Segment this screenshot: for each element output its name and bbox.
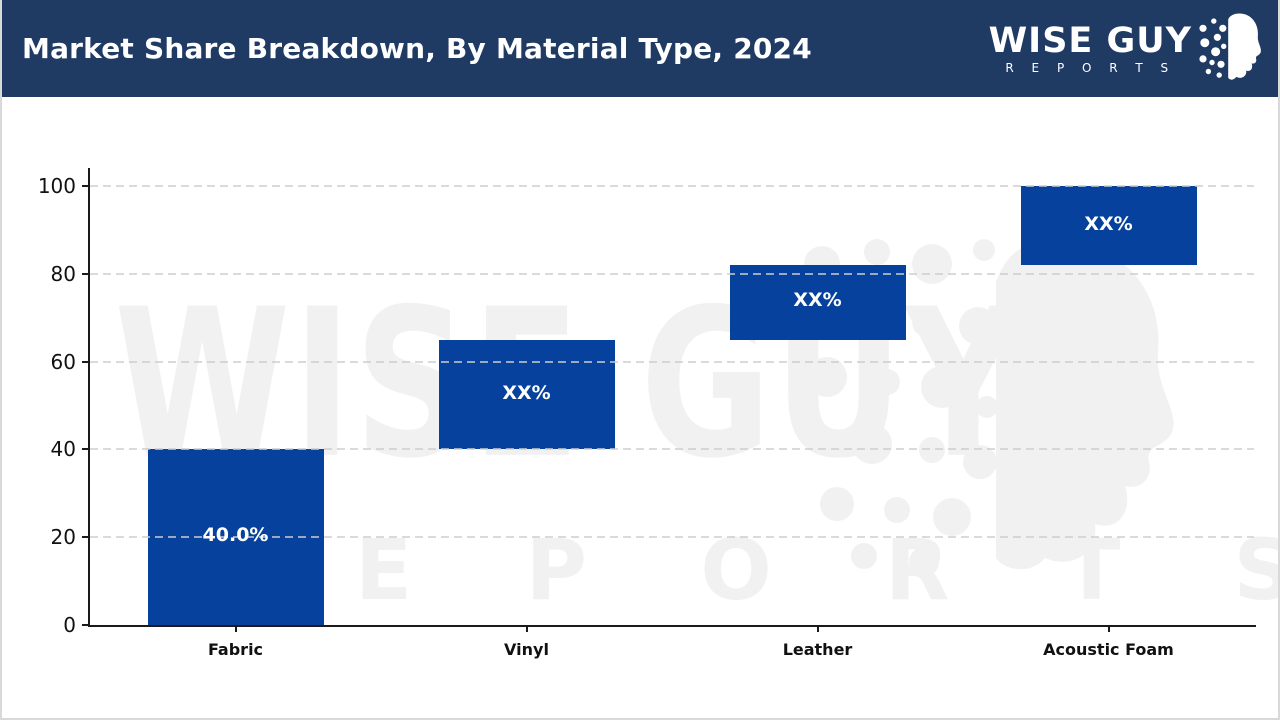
y-tick-label: 20 [50, 525, 76, 550]
gridline-40 [90, 448, 1254, 451]
y-tick-label: 60 [50, 349, 76, 374]
wise-guy-logo: WISE GUY R E P O R T S [989, 0, 1266, 97]
y-tick-mark [82, 448, 90, 451]
y-tick-mark [82, 185, 90, 187]
y-tick-mark [82, 624, 90, 626]
bar-value-label: XX% [502, 381, 551, 404]
logo-subtitle: R E P O R T S [1005, 60, 1176, 75]
header-bar: Market Share Breakdown, By Material Type… [2, 0, 1278, 97]
y-tick-label: 100 [37, 174, 76, 198]
bar-value-label: XX% [793, 289, 842, 312]
bar-vinyl [438, 339, 615, 450]
x-tick-label: Vinyl [504, 640, 549, 659]
y-axis-line [88, 168, 90, 627]
y-tick-label: 0 [63, 613, 76, 637]
x-tick-mark [816, 625, 819, 632]
x-tick-mark [1107, 625, 1110, 632]
gridline-80 [90, 272, 1254, 275]
gridline-60 [90, 360, 1254, 363]
y-tick-mark [82, 536, 90, 539]
logo-text: WISE GUY R E P O R T S [988, 20, 1192, 75]
y-tick-mark [82, 272, 90, 275]
x-tick-label: Leather [782, 640, 853, 659]
x-tick-mark [525, 625, 528, 632]
x-tick-label: Fabric [207, 640, 264, 659]
x-tick-label: Acoustic Foam [1043, 640, 1174, 659]
logo-face-icon [1199, 13, 1261, 80]
logo-wordmark: WISE GUY [988, 20, 1192, 61]
y-tick-mark [82, 360, 90, 363]
gridline-100 [90, 185, 1254, 187]
x-tick-mark [234, 625, 237, 632]
y-tick-label: 80 [50, 261, 76, 286]
bar-value-label: XX% [1084, 212, 1133, 235]
page-title: Market Share Breakdown, By Material Type… [22, 32, 812, 65]
gridline-20 [90, 536, 1254, 539]
y-tick-label: 40 [50, 437, 76, 462]
x-axis-line [88, 625, 1256, 627]
bar-value-label: 40.0% [202, 524, 269, 547]
watermark-subtitle: R E P O R T S [177, 521, 1280, 619]
